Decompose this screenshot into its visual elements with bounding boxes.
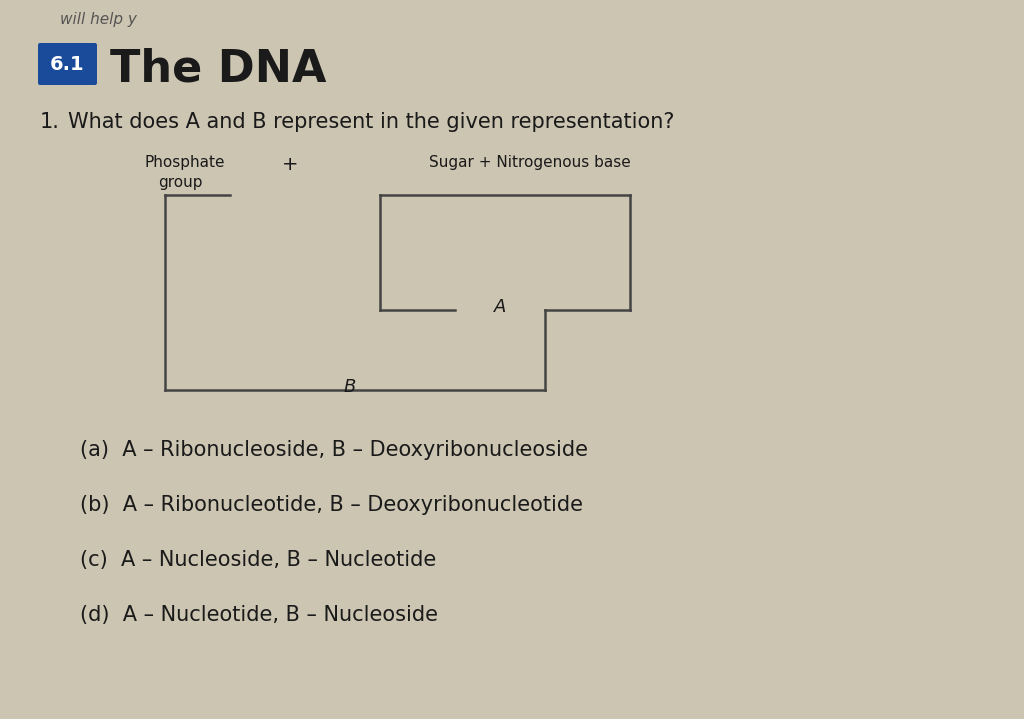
Text: will help y: will help y (60, 12, 137, 27)
Text: (b)  A – Ribonucleotide, B – Deoxyribonucleotide: (b) A – Ribonucleotide, B – Deoxyribonuc… (80, 495, 583, 515)
Text: (d)  A – Nucleotide, B – Nucleoside: (d) A – Nucleotide, B – Nucleoside (80, 605, 438, 625)
Text: What does A and B represent in the given representation?: What does A and B represent in the given… (68, 112, 675, 132)
Text: Phosphate: Phosphate (145, 155, 225, 170)
Text: B: B (344, 378, 356, 396)
Text: (a)  A – Ribonucleoside, B – Deoxyribonucleoside: (a) A – Ribonucleoside, B – Deoxyribonuc… (80, 440, 588, 460)
Text: A: A (494, 298, 506, 316)
Text: 1.: 1. (40, 112, 59, 132)
Text: +: + (282, 155, 298, 174)
Text: 6.1: 6.1 (50, 55, 85, 73)
Text: (c)  A – Nucleoside, B – Nucleotide: (c) A – Nucleoside, B – Nucleotide (80, 550, 436, 570)
Text: group: group (158, 175, 203, 190)
Text: Sugar + Nitrogenous base: Sugar + Nitrogenous base (429, 155, 631, 170)
FancyBboxPatch shape (38, 43, 97, 85)
Text: The DNA: The DNA (110, 48, 327, 91)
